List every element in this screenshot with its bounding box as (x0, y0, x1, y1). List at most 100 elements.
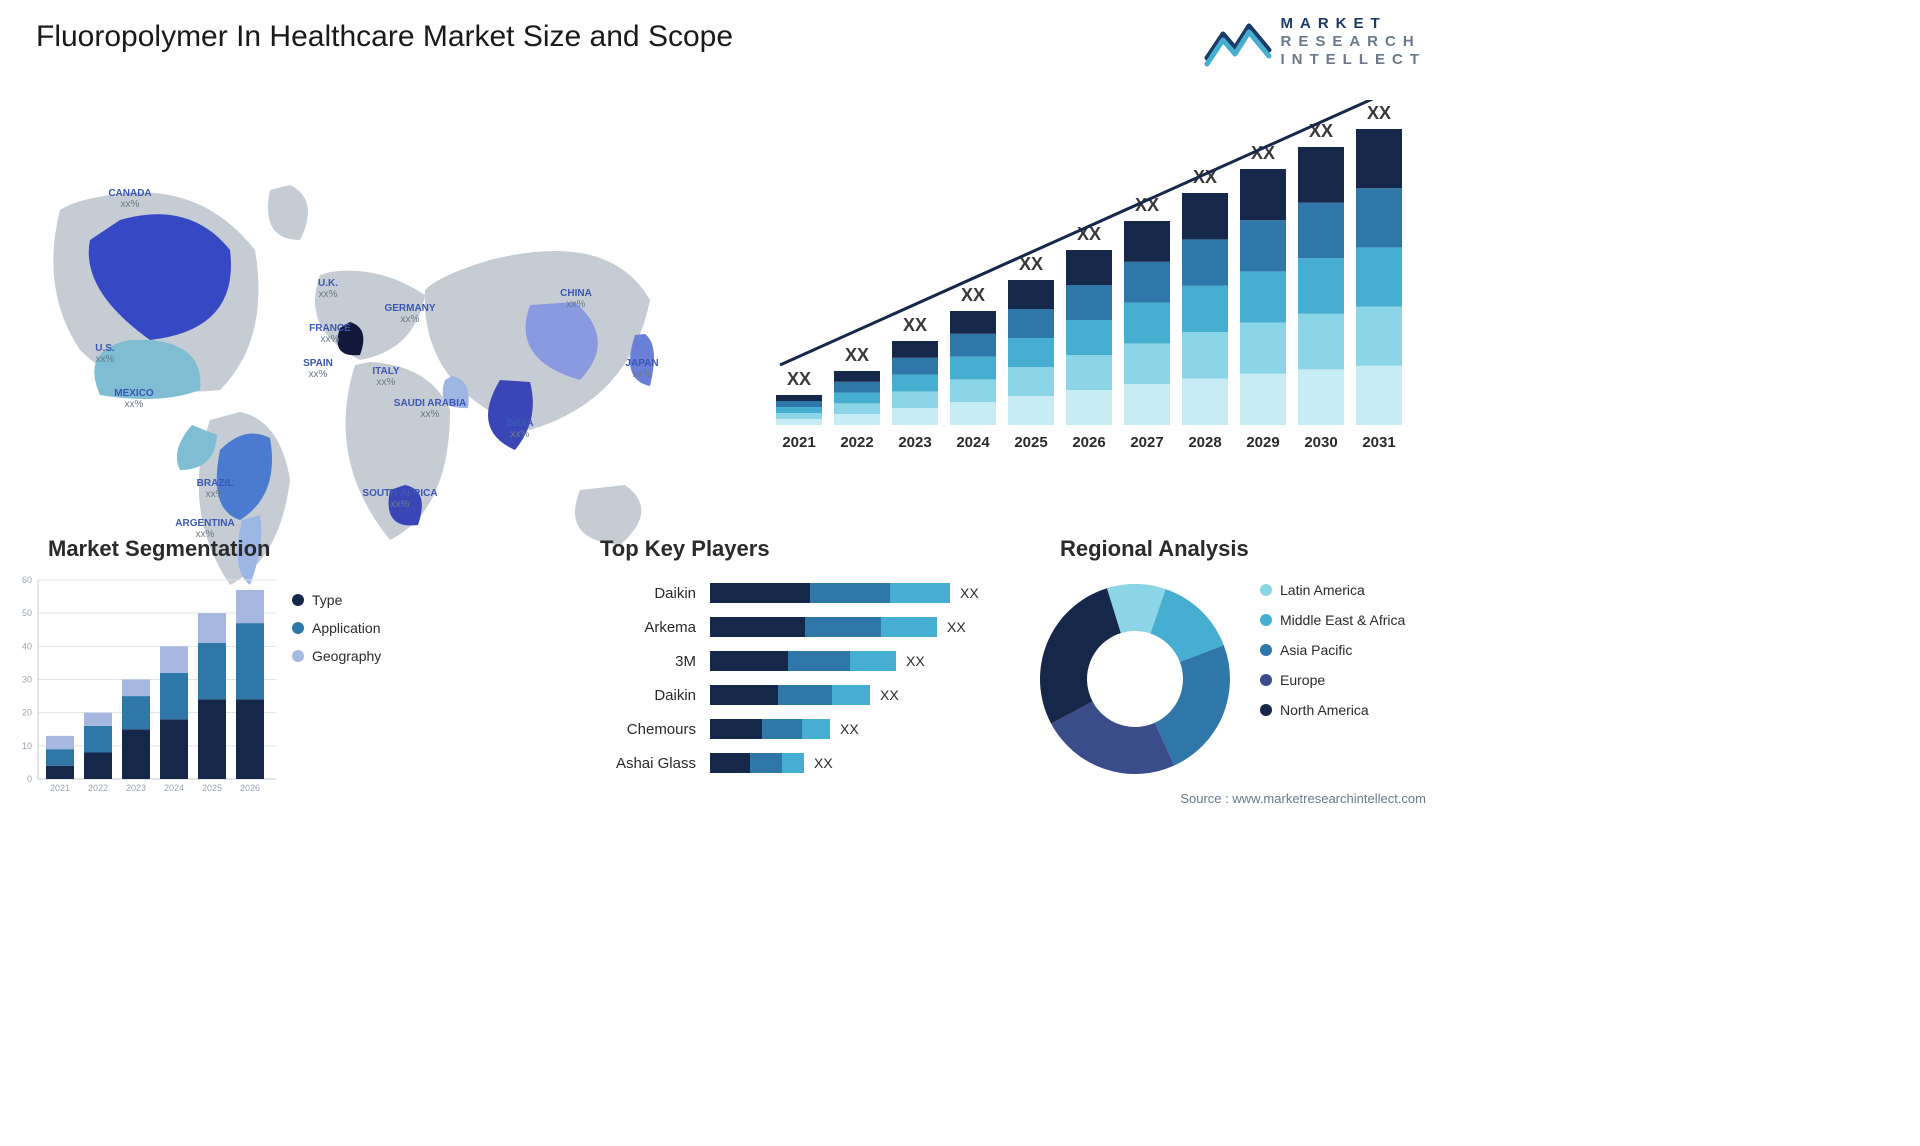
legend-dot-icon (1260, 704, 1272, 716)
segmentation-chart: 0102030405060202120222023202420252026 (10, 574, 280, 799)
svg-text:2025: 2025 (202, 783, 222, 793)
page-title: Fluoropolymer In Healthcare Market Size … (36, 20, 733, 54)
legend-label: Europe (1280, 672, 1325, 688)
segmentation-legend: Type Application Geography (292, 592, 462, 676)
kp-row--m: 3M XX (600, 648, 1000, 674)
legend-label: Latin America (1280, 582, 1365, 598)
kp-bar (710, 719, 830, 739)
kp-bar-segment (710, 753, 750, 773)
kp-value: XX (960, 585, 979, 601)
kp-value: XX (880, 687, 899, 703)
kp-bar-segment (788, 651, 850, 671)
svg-text:2021: 2021 (782, 434, 815, 451)
svg-text:2030: 2030 (1304, 434, 1337, 451)
legend-dot-icon (1260, 614, 1272, 626)
svg-text:XX: XX (787, 369, 811, 389)
kp-bar (710, 617, 937, 637)
kp-row-daikin: Daikin XX (600, 682, 1000, 708)
map-label-france: FRANCExx% (290, 323, 370, 345)
svg-text:60: 60 (22, 575, 32, 585)
brand-line-2: RESEARCH (1281, 33, 1427, 50)
svg-text:XX: XX (845, 345, 869, 365)
svg-text:30: 30 (22, 675, 32, 685)
regional-legend: Latin America Middle East & Africa Asia Pa… (1260, 582, 1405, 732)
kp-row-ashai-glass: Ashai Glass XX (600, 750, 1000, 776)
kp-label: Ashai Glass (600, 755, 710, 772)
svg-text:2028: 2028 (1188, 434, 1221, 451)
seg-legend-application: Application (292, 620, 462, 636)
reg-legend-north-america: North America (1260, 702, 1405, 718)
map-label-south-africa: SOUTH AFRICAxx% (360, 488, 440, 510)
map-label-brazil: BRAZILxx% (175, 478, 255, 500)
keyplayers-chart: DaikinXXArkemaXX3MXXDaikinXXChemoursXXAs… (600, 580, 1000, 784)
reg-legend-latin-america: Latin America (1260, 582, 1405, 598)
svg-text:40: 40 (22, 641, 32, 651)
seg-legend-geography: Geography (292, 648, 462, 664)
kp-bar-segment (750, 753, 782, 773)
svg-text:10: 10 (22, 741, 32, 751)
svg-text:XX: XX (1309, 121, 1333, 141)
kp-bar-segment (710, 651, 788, 671)
reg-legend-middle-east-africa: Middle East & Africa (1260, 612, 1405, 628)
svg-text:2021: 2021 (50, 783, 70, 793)
svg-text:XX: XX (1367, 103, 1391, 123)
svg-text:XX: XX (903, 315, 927, 335)
kp-bar-segment (762, 719, 802, 739)
legend-dot-icon (1260, 644, 1272, 656)
svg-text:2024: 2024 (164, 783, 184, 793)
kp-bar-segment (890, 583, 950, 603)
map-label-u-k-: U.K.xx% (288, 278, 368, 300)
kp-bar (710, 685, 870, 705)
legend-dot-icon (292, 622, 304, 634)
svg-text:20: 20 (22, 708, 32, 718)
svg-text:2029: 2029 (1246, 434, 1279, 451)
brand-logo: MARKET RESEARCH INTELLECT (1203, 12, 1427, 70)
kp-label: Arkema (600, 619, 710, 636)
kp-bar-segment (782, 753, 804, 773)
legend-dot-icon (292, 594, 304, 606)
seg-legend-type: Type (292, 592, 462, 608)
legend-label: Middle East & Africa (1280, 612, 1405, 628)
svg-text:2022: 2022 (88, 783, 108, 793)
svg-text:2031: 2031 (1362, 434, 1395, 451)
brand-icon (1203, 12, 1273, 70)
kp-value: XX (840, 721, 859, 737)
kp-bar-segment (805, 617, 881, 637)
map-label-japan: JAPANxx% (602, 358, 682, 380)
world-map: CANADAxx%U.S.xx%MEXICOxx%BRAZILxx%ARGENT… (20, 90, 720, 490)
kp-label: 3M (600, 653, 710, 670)
kp-bar-segment (710, 617, 805, 637)
kp-bar-segment (710, 685, 778, 705)
kp-value: XX (814, 755, 833, 771)
map-label-italy: ITALYxx% (346, 366, 426, 388)
reg-legend-europe: Europe (1260, 672, 1405, 688)
map-label-china: CHINAxx% (536, 288, 616, 310)
section-title-regional: Regional Analysis (1060, 536, 1249, 562)
growth-chart: 2021XX2022XX2023XX2024XX2025XX2026XX2027… (760, 100, 1420, 470)
svg-text:50: 50 (22, 608, 32, 618)
brand-line-3: INTELLECT (1281, 51, 1427, 68)
legend-dot-icon (292, 650, 304, 662)
kp-row-daikin: DaikinXX (600, 580, 1000, 606)
map-label-canada: CANADAxx% (90, 188, 170, 210)
kp-label: Daikin (600, 687, 710, 704)
kp-row-chemours: ChemoursXX (600, 716, 1000, 742)
svg-text:2027: 2027 (1130, 434, 1163, 451)
kp-bar-segment (778, 685, 832, 705)
svg-text:2023: 2023 (126, 783, 146, 793)
map-label-mexico: MEXICOxx% (94, 388, 174, 410)
svg-text:2026: 2026 (1072, 434, 1105, 451)
svg-text:0: 0 (27, 774, 32, 784)
legend-label: Application (312, 620, 381, 636)
kp-bar-segment (710, 719, 762, 739)
legend-label: North America (1280, 702, 1369, 718)
reg-legend-asia-pacific: Asia Pacific (1260, 642, 1405, 658)
section-title-segmentation: Market Segmentation (48, 536, 271, 562)
kp-bar-segment (832, 685, 870, 705)
svg-text:2024: 2024 (956, 434, 990, 451)
kp-bar (710, 753, 804, 773)
kp-bar (710, 583, 950, 603)
svg-text:2025: 2025 (1014, 434, 1047, 451)
kp-value: XX (906, 653, 925, 669)
kp-bar-segment (710, 583, 810, 603)
